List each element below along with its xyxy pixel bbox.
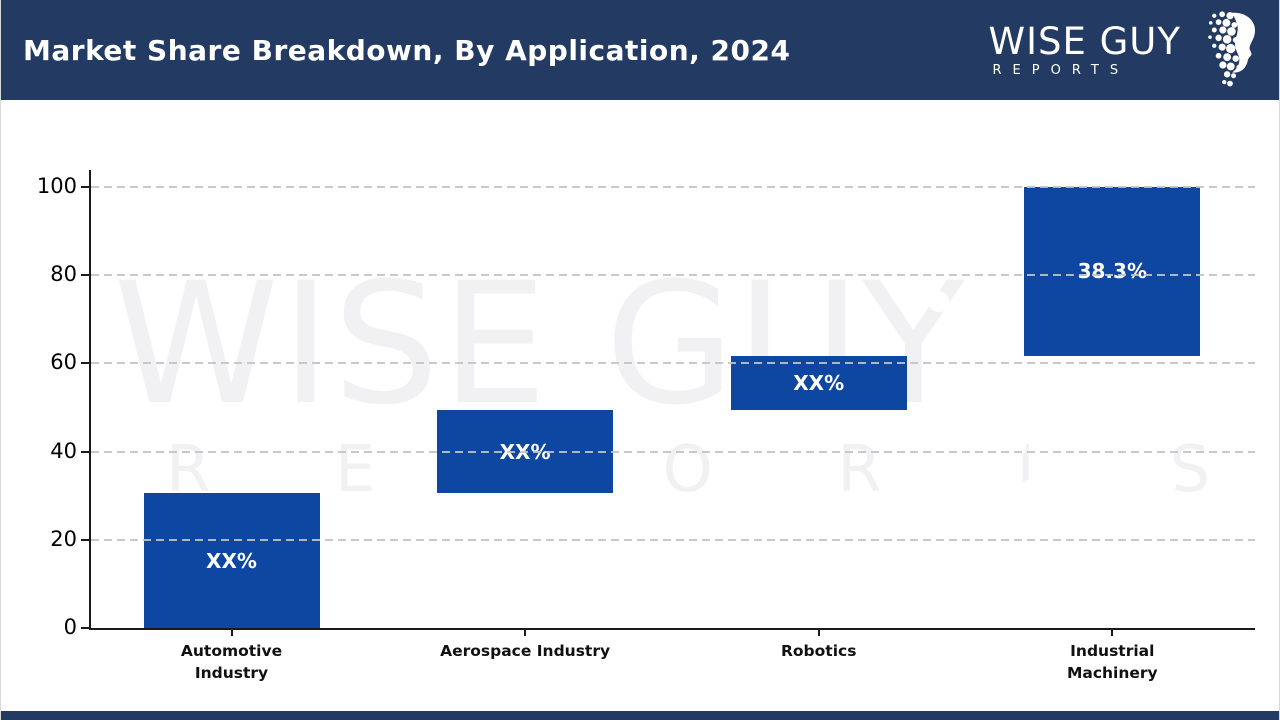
y-tick-label: 40 xyxy=(50,438,77,463)
header-bar: Market Share Breakdown, By Application, … xyxy=(1,0,1279,100)
y-tick-label: 80 xyxy=(50,262,77,287)
gridline-y40 xyxy=(91,450,1255,453)
x-category-label-robotics: Robotics xyxy=(780,642,857,660)
y-tick-label: 100 xyxy=(36,174,77,198)
x-axis-line xyxy=(89,628,1255,630)
x-category-label-aerospace-industry: Aerospace Industry xyxy=(440,642,611,660)
y-tick-mark xyxy=(81,362,89,365)
bar-value-label: XX% xyxy=(206,548,257,573)
logo-subtitle: REPORTS xyxy=(992,63,1130,78)
y-tick-label: 0 xyxy=(63,615,77,639)
bar-industrial-machinery: 38.3% xyxy=(1024,187,1201,356)
bar-automotive-industry: XX% xyxy=(143,493,320,628)
bar-robotics: XX% xyxy=(730,355,907,410)
gridline-y80 xyxy=(91,274,1255,277)
x-tick-mark xyxy=(817,628,820,636)
gridline-y60 xyxy=(91,362,1255,365)
y-tick-mark xyxy=(81,274,89,277)
logo-wordmark: WISE GUY xyxy=(988,20,1181,63)
y-tick-mark xyxy=(81,186,89,188)
logo-text: WISE GUY REPORTS xyxy=(989,23,1181,77)
footer-bar xyxy=(1,711,1279,720)
x-category-label-industrial-machinery: Industrial Machinery xyxy=(1066,642,1158,682)
bar-value-label: XX% xyxy=(793,370,845,395)
watermark-subtitle: R E P O R T S xyxy=(166,433,1263,507)
x-category-label-automotive-industry: Automotive Industry xyxy=(180,642,283,682)
y-tick-label: 20 xyxy=(50,526,77,551)
x-tick-mark xyxy=(524,628,527,636)
y-tick-mark xyxy=(81,538,89,541)
gridline-y100 xyxy=(91,186,1255,188)
y-axis-line xyxy=(89,170,91,630)
dotted-face-logo-icon xyxy=(1208,11,1256,87)
y-tick-label: 60 xyxy=(50,350,77,375)
page-title: Market Share Breakdown, By Application, … xyxy=(23,33,791,67)
x-tick-mark xyxy=(230,628,233,636)
y-tick-mark xyxy=(81,627,89,629)
bar-value-label: 38.3% xyxy=(1077,259,1147,284)
wise-guy-logo: WISE GUY REPORTS xyxy=(989,10,1279,90)
waterfall-chart: WISE GUY R E P O R T S 0 20 40 60 80 100 XX% A… xyxy=(1,100,1280,711)
y-tick-mark xyxy=(81,450,89,453)
gridline-y20 xyxy=(91,538,1255,541)
